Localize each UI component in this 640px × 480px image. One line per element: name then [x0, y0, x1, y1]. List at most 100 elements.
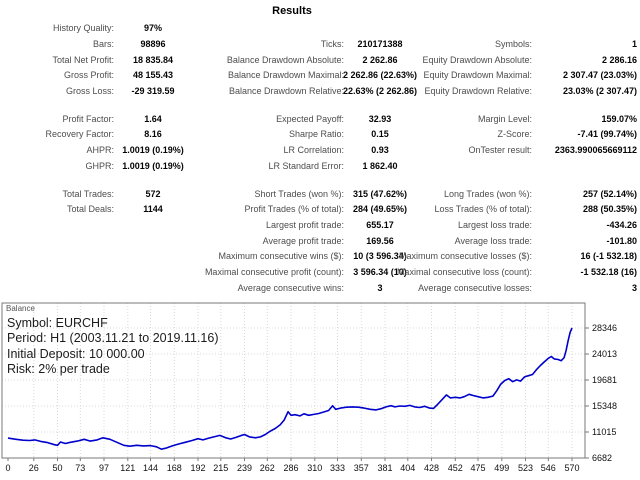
stat-label: Largest profit trade:	[265, 219, 344, 230]
x-tick-label: 523	[518, 463, 533, 473]
stat-value: 1.64	[144, 113, 162, 124]
y-tick-label: 15348	[592, 401, 617, 411]
stat-label: Average consecutive wins:	[237, 282, 344, 293]
stats-row: Bars: 98896 Ticks: 210171388 Symbols: 1	[0, 37, 640, 53]
y-tick-label: 6682	[592, 453, 612, 463]
stat-label: OnTester result:	[468, 145, 532, 156]
x-tick-label: 310	[307, 463, 322, 473]
stat-label: Average profit trade:	[262, 235, 344, 246]
stats-row: Maximal consecutive profit (count): 3 596…	[0, 265, 640, 281]
stat-label: Equity Drawdown Absolute:	[422, 54, 532, 65]
stats-section: Total Trades: 572 Short Trades (won %): 315…	[0, 186, 640, 296]
stats-row: Total Deals: 1144 Profit Trades (% of tota…	[0, 202, 640, 218]
x-tick-label: 475	[470, 463, 485, 473]
stat-value: -434.26	[606, 219, 637, 230]
stat-label: Total Deals:	[66, 204, 114, 215]
x-tick-label: 50	[52, 463, 62, 473]
x-tick-label: 97	[99, 463, 109, 473]
stat-value: 169.56	[366, 235, 394, 246]
x-tick-label: 570	[564, 463, 579, 473]
stat-label: Gross Loss:	[65, 86, 114, 97]
stats-row: Average consecutive wins: 3 Average consec…	[0, 280, 640, 296]
stat-value: 284 (49.65%)	[352, 204, 408, 215]
balance-chart-canvas: 0 26 50 73 97 121 144 168 192 215 239 262 286 310 333 3…	[1, 302, 617, 473]
stat-label: Loss Trades (% of total):	[434, 204, 532, 215]
stat-label: Profit Trades (% of total):	[244, 204, 344, 215]
y-tick-label: 24013	[592, 349, 617, 359]
stat-value: 257 (52.14%)	[582, 188, 637, 199]
stat-value: 1.0019 (0.19%)	[122, 160, 184, 171]
stat-label: Symbols:	[494, 39, 532, 50]
stats-row: Total Trades: 572 Short Trades (won %): 315…	[0, 186, 640, 202]
x-tick-label: 286	[283, 463, 298, 473]
stat-value: 0.15	[371, 129, 389, 140]
stats-section: History Quality: 97% Bars: 98896 Ticks: 21017…	[0, 21, 640, 99]
stat-value: 97%	[143, 23, 162, 34]
x-tick-label: 239	[237, 463, 252, 473]
overlay-period-line: Period: H1 (2003.11.21 to 2019.11.16)	[7, 331, 219, 346]
stat-label: Maximum consecutive losses ($):	[398, 251, 532, 262]
stat-label: Equity Drawdown Relative:	[424, 86, 532, 97]
balance-chart: 0 26 50 73 97 121 144 168 192 215 239 262 286 310 333 3…	[0, 300, 640, 480]
stat-label: Long Trades (won %):	[443, 188, 532, 199]
stat-label: GHPR:	[85, 160, 114, 171]
x-tick-label: 215	[213, 463, 228, 473]
stats-row: Total Net Profit: 18 835.84 Balance Drawdo…	[0, 52, 640, 68]
stat-label: Ticks:	[320, 39, 344, 50]
stats-row: Profit Factor: 1.64 Expected Payoff: 32.93 M…	[0, 111, 640, 127]
x-tick-label: 26	[29, 463, 39, 473]
stat-label: Bars:	[92, 39, 114, 50]
stat-label: Total Net Profit:	[52, 54, 114, 65]
stat-value: 2 286.16	[601, 54, 637, 65]
stat-label: LR Standard Error:	[268, 160, 344, 171]
stat-value: 23.03% (2 307.47)	[562, 86, 637, 97]
stat-label: Margin Level:	[477, 113, 532, 124]
stats-row: Largest profit trade: 655.17 Largest loss …	[0, 218, 640, 234]
x-tick-label: 144	[143, 463, 158, 473]
stat-label: Maximum consecutive wins ($):	[218, 251, 344, 262]
stats-row: Recovery Factor: 8.16 Sharpe Ratio: 0.15 Z-S…	[0, 127, 640, 143]
x-tick-label: 168	[167, 463, 182, 473]
stat-value: 1.0019 (0.19%)	[122, 145, 184, 156]
x-tick-label: 381	[377, 463, 392, 473]
x-tick-label: 333	[330, 463, 345, 473]
overlay-risk-line: Risk: 2% per trade	[7, 362, 110, 377]
plot-frame	[1, 302, 586, 459]
stat-value: 2363.990065669112	[554, 145, 637, 156]
stat-label: Sharpe Ratio:	[288, 129, 344, 140]
stat-value: 2 262.86	[362, 54, 398, 65]
x-tick-label: 0	[5, 463, 10, 473]
stat-value: 288 (50.35%)	[582, 204, 637, 215]
stats-row: Gross Loss: -29 319.59 Balance Drawdown Re…	[0, 84, 640, 100]
stat-label: Maximal consecutive profit (count):	[204, 266, 344, 277]
balance-curve	[7, 327, 573, 450]
stat-label: Balance Drawdown Maximal:	[227, 70, 344, 81]
stat-value: 3 596.34 (10)	[353, 266, 407, 277]
y-tick-label: 28346	[592, 323, 617, 333]
stat-value: 48 155.43	[132, 70, 174, 81]
stat-value: 18 835.84	[132, 54, 174, 65]
stat-label: Z-Score:	[497, 129, 532, 140]
stat-label: Total Trades:	[62, 188, 114, 199]
stat-value: -101.80	[606, 235, 637, 246]
page-title: Results	[272, 5, 312, 17]
stat-label: Recovery Factor:	[45, 129, 114, 140]
stat-label: Balance Drawdown Relative:	[228, 86, 344, 97]
stat-value: -1 532.18 (16)	[580, 266, 637, 277]
stat-label: History Quality:	[52, 23, 114, 34]
stat-value: 8.16	[144, 129, 162, 140]
stat-label: AHPR:	[86, 145, 114, 156]
stat-label: Balance Drawdown Absolute:	[226, 54, 344, 65]
stats-row: History Quality: 97%	[0, 21, 640, 37]
x-tick-label: 262	[260, 463, 275, 473]
chart-corner-label: Balance	[6, 304, 35, 313]
x-tick-label: 357	[354, 463, 369, 473]
stat-value: 2 262.86 (22.63%)	[342, 70, 418, 81]
stats-row: Average profit trade: 169.56 Average loss …	[0, 233, 640, 249]
stat-value: 315 (47.62%)	[352, 188, 408, 199]
stats-row: Gross Profit: 48 155.43 Balance Drawdown M…	[0, 68, 640, 84]
stats-section: Profit Factor: 1.64 Expected Payoff: 32.93 M…	[0, 111, 640, 174]
y-tick-label: 19681	[592, 375, 617, 385]
stat-label: Average consecutive losses:	[418, 282, 532, 293]
stat-value: 210171388	[357, 39, 403, 50]
